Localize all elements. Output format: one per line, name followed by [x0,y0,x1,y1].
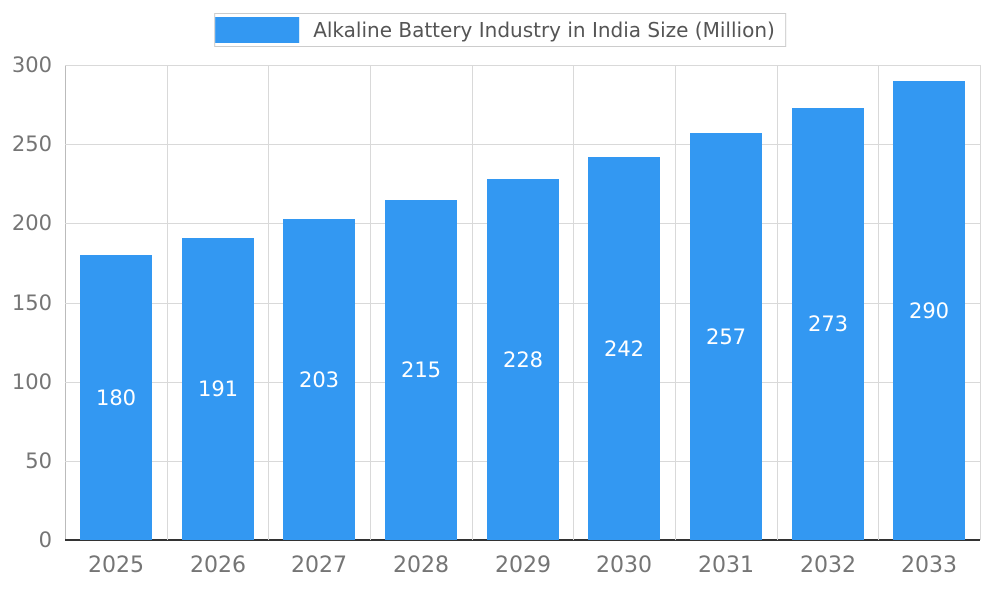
y-tick-label: 150 [11,290,52,315]
bar-2031: 257 [690,133,762,540]
chart-legend: Alkaline Battery Industry in India Size … [214,13,786,47]
x-tick-label: 2033 [901,553,957,578]
x-axis-line [65,539,980,541]
v-gridline [167,65,168,540]
y-tick-label: 250 [11,132,52,157]
bar-2033: 290 [893,81,965,540]
h-gridline [65,65,980,66]
y-tick-label: 50 [25,448,52,473]
v-gridline [472,65,473,540]
legend-label: Alkaline Battery Industry in India Size … [313,18,775,42]
v-gridline [675,65,676,540]
bar-value-label: 242 [603,337,645,361]
bar-value-label: 273 [807,312,849,336]
bar-2027: 203 [283,219,355,540]
bar-value-label: 215 [400,358,442,382]
v-gridline [268,65,269,540]
y-tick-label: 100 [11,369,52,394]
bar-value-label: 228 [502,348,544,372]
x-tick-label: 2031 [698,553,754,578]
bar-value-label: 191 [197,377,239,401]
bar-2032: 273 [792,108,864,540]
x-axis-labels: 2025 2026 2027 2028 2029 2030 2031 2032 2033 [65,553,980,583]
bar-2029: 228 [487,179,559,540]
v-gridline [573,65,574,540]
bar-2028: 215 [385,200,457,540]
x-tick-label: 2026 [190,553,246,578]
bar-value-label: 203 [298,368,340,392]
bar-2026: 191 [182,238,254,540]
v-gridline [777,65,778,540]
y-axis-labels: 0 50 100 150 200 250 300 [0,53,52,552]
x-tick-label: 2030 [596,553,652,578]
v-gridline [980,65,981,540]
x-tick-label: 2027 [291,553,347,578]
h-gridline [65,144,980,146]
y-tick-label: 200 [11,211,52,236]
y-tick-label: 300 [11,53,52,77]
v-gridline [370,65,371,540]
x-tick-label: 2025 [88,553,144,578]
bar-value-label: 257 [705,325,747,349]
legend-swatch [215,17,300,43]
bar-value-label: 180 [95,386,137,410]
y-tick-label: 0 [38,528,52,552]
bar-2025: 180 [80,255,152,540]
v-gridline [878,65,879,540]
x-tick-label: 2029 [495,553,551,578]
bar-value-label: 290 [908,299,950,323]
bar-2030: 242 [588,157,660,540]
x-tick-label: 2032 [800,553,856,578]
x-tick-label: 2028 [393,553,449,578]
plot-area: 180 191 203 215 228 242 257 273 290 [65,65,981,541]
